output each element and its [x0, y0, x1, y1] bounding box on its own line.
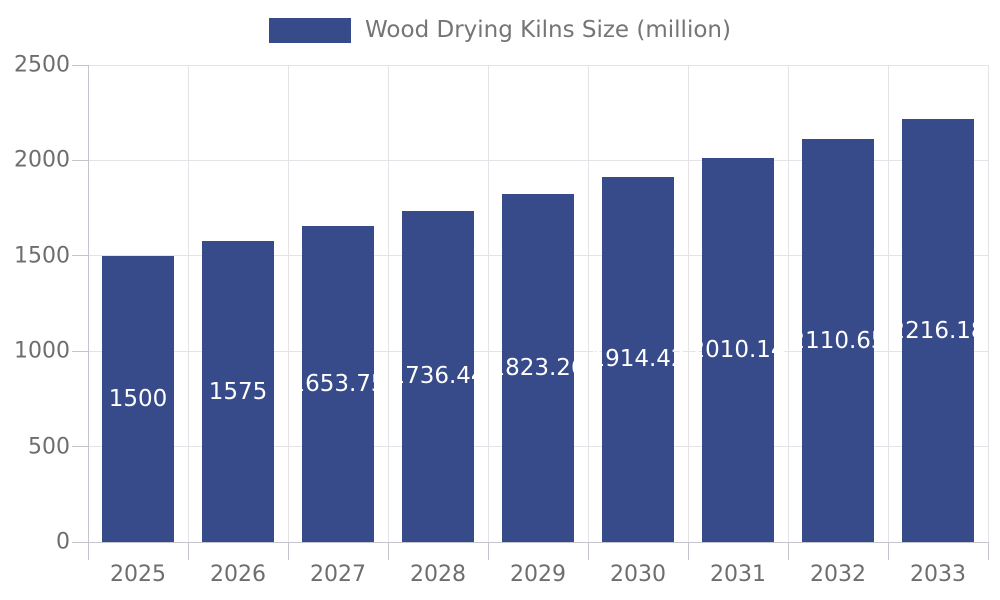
y-axis-tick [72, 159, 88, 161]
legend-label: Wood Drying Kilns Size (million) [365, 17, 731, 43]
y-axis-tick [72, 446, 88, 448]
x-axis-tick [187, 542, 189, 560]
legend-swatch [269, 17, 352, 43]
x-tick-label: 2028 [410, 562, 466, 587]
bar[interactable] [802, 139, 874, 542]
x-tick-label: 2033 [910, 562, 966, 587]
x-tick-label: 2031 [710, 562, 766, 587]
bar[interactable] [202, 241, 274, 542]
bar[interactable] [902, 119, 974, 542]
gridline-vertical [487, 65, 489, 542]
bar-value-label: 1823.26 [490, 355, 586, 382]
gridline-horizontal [88, 64, 988, 66]
x-axis-line [88, 541, 988, 543]
y-tick-label: 1000 [14, 338, 70, 364]
x-tick-label: 2026 [210, 562, 266, 587]
y-axis-tick [72, 350, 88, 352]
gridline-horizontal [88, 159, 988, 161]
bar-value-label: 1500 [108, 385, 168, 412]
bar-value-label: 2010.14 [690, 337, 786, 364]
y-axis-tick [72, 64, 88, 66]
gridline-vertical [187, 65, 189, 542]
bar-value-label: 1653.75 [290, 371, 386, 398]
y-tick-label: 500 [28, 434, 70, 460]
gridline-vertical [287, 65, 289, 542]
bar[interactable] [102, 255, 174, 542]
y-tick-label: 2000 [14, 147, 70, 173]
x-axis-tick [87, 542, 89, 560]
x-tick-label: 2032 [810, 562, 866, 587]
x-tick-label: 2027 [310, 562, 366, 587]
bar[interactable] [502, 194, 574, 542]
bar[interactable] [702, 158, 774, 542]
bar[interactable] [302, 226, 374, 542]
legend[interactable]: Wood Drying Kilns Size (million) [0, 17, 1000, 43]
gridline-vertical [887, 65, 889, 542]
gridline-vertical [687, 65, 689, 542]
gridline-vertical [587, 65, 589, 542]
bar-value-label: 1736.44 [390, 363, 486, 390]
y-axis-line [87, 65, 89, 560]
gridline-vertical [987, 65, 989, 542]
y-axis-tick [72, 255, 88, 257]
x-axis-tick [587, 542, 589, 560]
gridline-vertical [387, 65, 389, 542]
x-axis-tick [987, 542, 989, 560]
bar[interactable] [602, 176, 674, 542]
x-tick-label: 2029 [510, 562, 566, 587]
bar-value-label: 2110.65 [790, 327, 886, 354]
x-tick-label: 2030 [610, 562, 666, 587]
y-tick-label: 0 [56, 529, 70, 555]
y-tick-label: 1500 [14, 243, 70, 269]
x-axis-tick [387, 542, 389, 560]
x-axis-tick [787, 542, 789, 560]
bar-value-label: 1575 [208, 378, 268, 405]
x-axis-tick [687, 542, 689, 560]
x-axis-tick [287, 542, 289, 560]
bar[interactable] [402, 210, 474, 542]
bar-value-label: 2216.18 [890, 317, 986, 344]
gridline-vertical [787, 65, 789, 542]
x-axis-tick [887, 542, 889, 560]
x-axis-tick [487, 542, 489, 560]
y-tick-label: 2500 [14, 52, 70, 78]
y-axis-tick [72, 541, 88, 543]
x-tick-label: 2025 [110, 562, 166, 587]
bar-value-label: 1914.42 [590, 346, 686, 373]
